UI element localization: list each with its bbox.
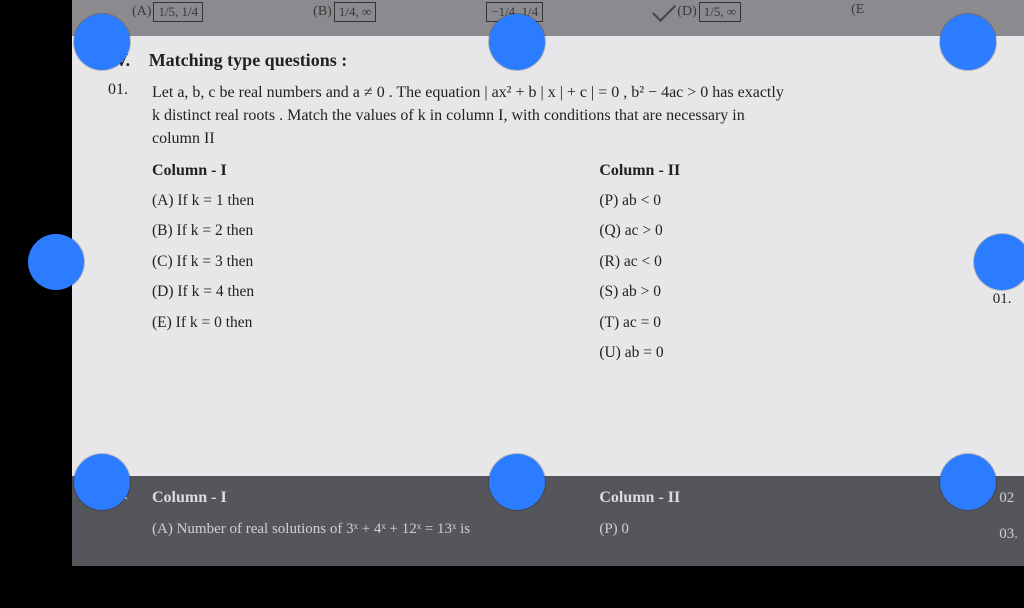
q1-right-t: (T) ac = 0 [599,312,1006,334]
q1-right-u: (U) ab = 0 [599,342,1006,364]
selection-handle-dot[interactable] [74,454,130,510]
right-edge-lower: 02 03. [999,480,1018,552]
question-1-body: Let a, b, c be real numbers and a ≠ 0 . … [152,81,1006,373]
q1-left-e: (E) If k = 0 then [152,312,599,334]
question-2-region: 02. Column - I Column - II (A) Number of… [72,476,1024,566]
option-d-label: (D) [677,4,696,20]
option-d-box: 1/5, ∞ [699,2,741,22]
q1-stem-line-3: column II [152,127,1006,150]
question-1-number: 01. [108,81,138,373]
top-options-strip: (A) 1/5, 1/4 (B) 1/4, ∞ −1/4, 1/4 (D) 1/… [72,0,1024,36]
q1-stem-line-2: k distinct real roots . Match the values… [152,104,1006,127]
section-title: Matching type questions : [149,50,348,70]
section-heading: IV. Matching type questions : [108,50,1006,71]
selection-handle-dot[interactable] [940,454,996,510]
q1-right-p: (P) ab < 0 [599,190,1006,212]
question-2: 02. Column - I Column - II [108,486,1006,515]
selection-handle-dot[interactable] [974,234,1024,290]
question-2-body: Column - I Column - II [152,486,1006,515]
q2-columns: Column - I Column - II [152,486,1006,515]
q1-col2-head: Column - II [599,159,1006,182]
selection-handle-dot[interactable] [74,14,130,70]
option-b-box: 1/4, ∞ [334,2,376,22]
option-d: (D) 1/5, ∞ [653,2,741,22]
option-b: (B) 1/4, ∞ [313,2,376,22]
q2-left-a: (A) Number of real solutions of 3ˣ + 4ˣ … [152,521,599,538]
question-page: IV. Matching type questions : 01. Let a,… [72,36,1024,476]
q1-right-r: (R) ac < 0 [599,251,1006,273]
selection-handle-dot[interactable] [940,14,996,70]
q1-col1-head: Column - I [152,159,599,182]
option-a: (A) 1/5, 1/4 [132,2,203,22]
q1-left-b: (B) If k = 2 then [152,220,599,242]
option-a-box: 1/5, 1/4 [153,2,203,22]
q1-stem-line-1: Let a, b, c be real numbers and a ≠ 0 . … [152,81,1006,104]
tick-icon [652,0,676,22]
q2-row-a: (A) Number of real solutions of 3ˣ + 4ˣ … [152,521,1006,538]
q1-column-1: Column - I (A) If k = 1 then (B) If k = … [152,159,599,373]
q1-right-q: (Q) ac > 0 [599,220,1006,242]
selection-handle-dot[interactable] [28,234,84,290]
q1-right-s: (S) ab > 0 [599,281,1006,303]
option-e-label: (E [851,2,864,18]
q1-left-d: (D) If k = 4 then [152,281,599,303]
right-edge-02: 02 [999,480,1018,516]
question-1: 01. Let a, b, c be real numbers and a ≠ … [108,81,1006,373]
option-e: (E [851,2,864,18]
selection-handle-dot[interactable] [489,454,545,510]
q1-column-2: Column - II (P) ab < 0 (Q) ac > 0 (R) ac… [599,159,1006,373]
q1-left-c: (C) If k = 3 then [152,251,599,273]
q1-left-a: (A) If k = 1 then [152,190,599,212]
q2-right-p: (P) 0 [599,521,1006,538]
option-a-label: (A) [132,4,151,20]
selection-handle-dot[interactable] [489,14,545,70]
right-edge-03: 03. [999,516,1018,552]
q1-columns: Column - I (A) If k = 1 then (B) If k = … [152,159,1006,373]
option-b-label: (B) [313,4,332,20]
